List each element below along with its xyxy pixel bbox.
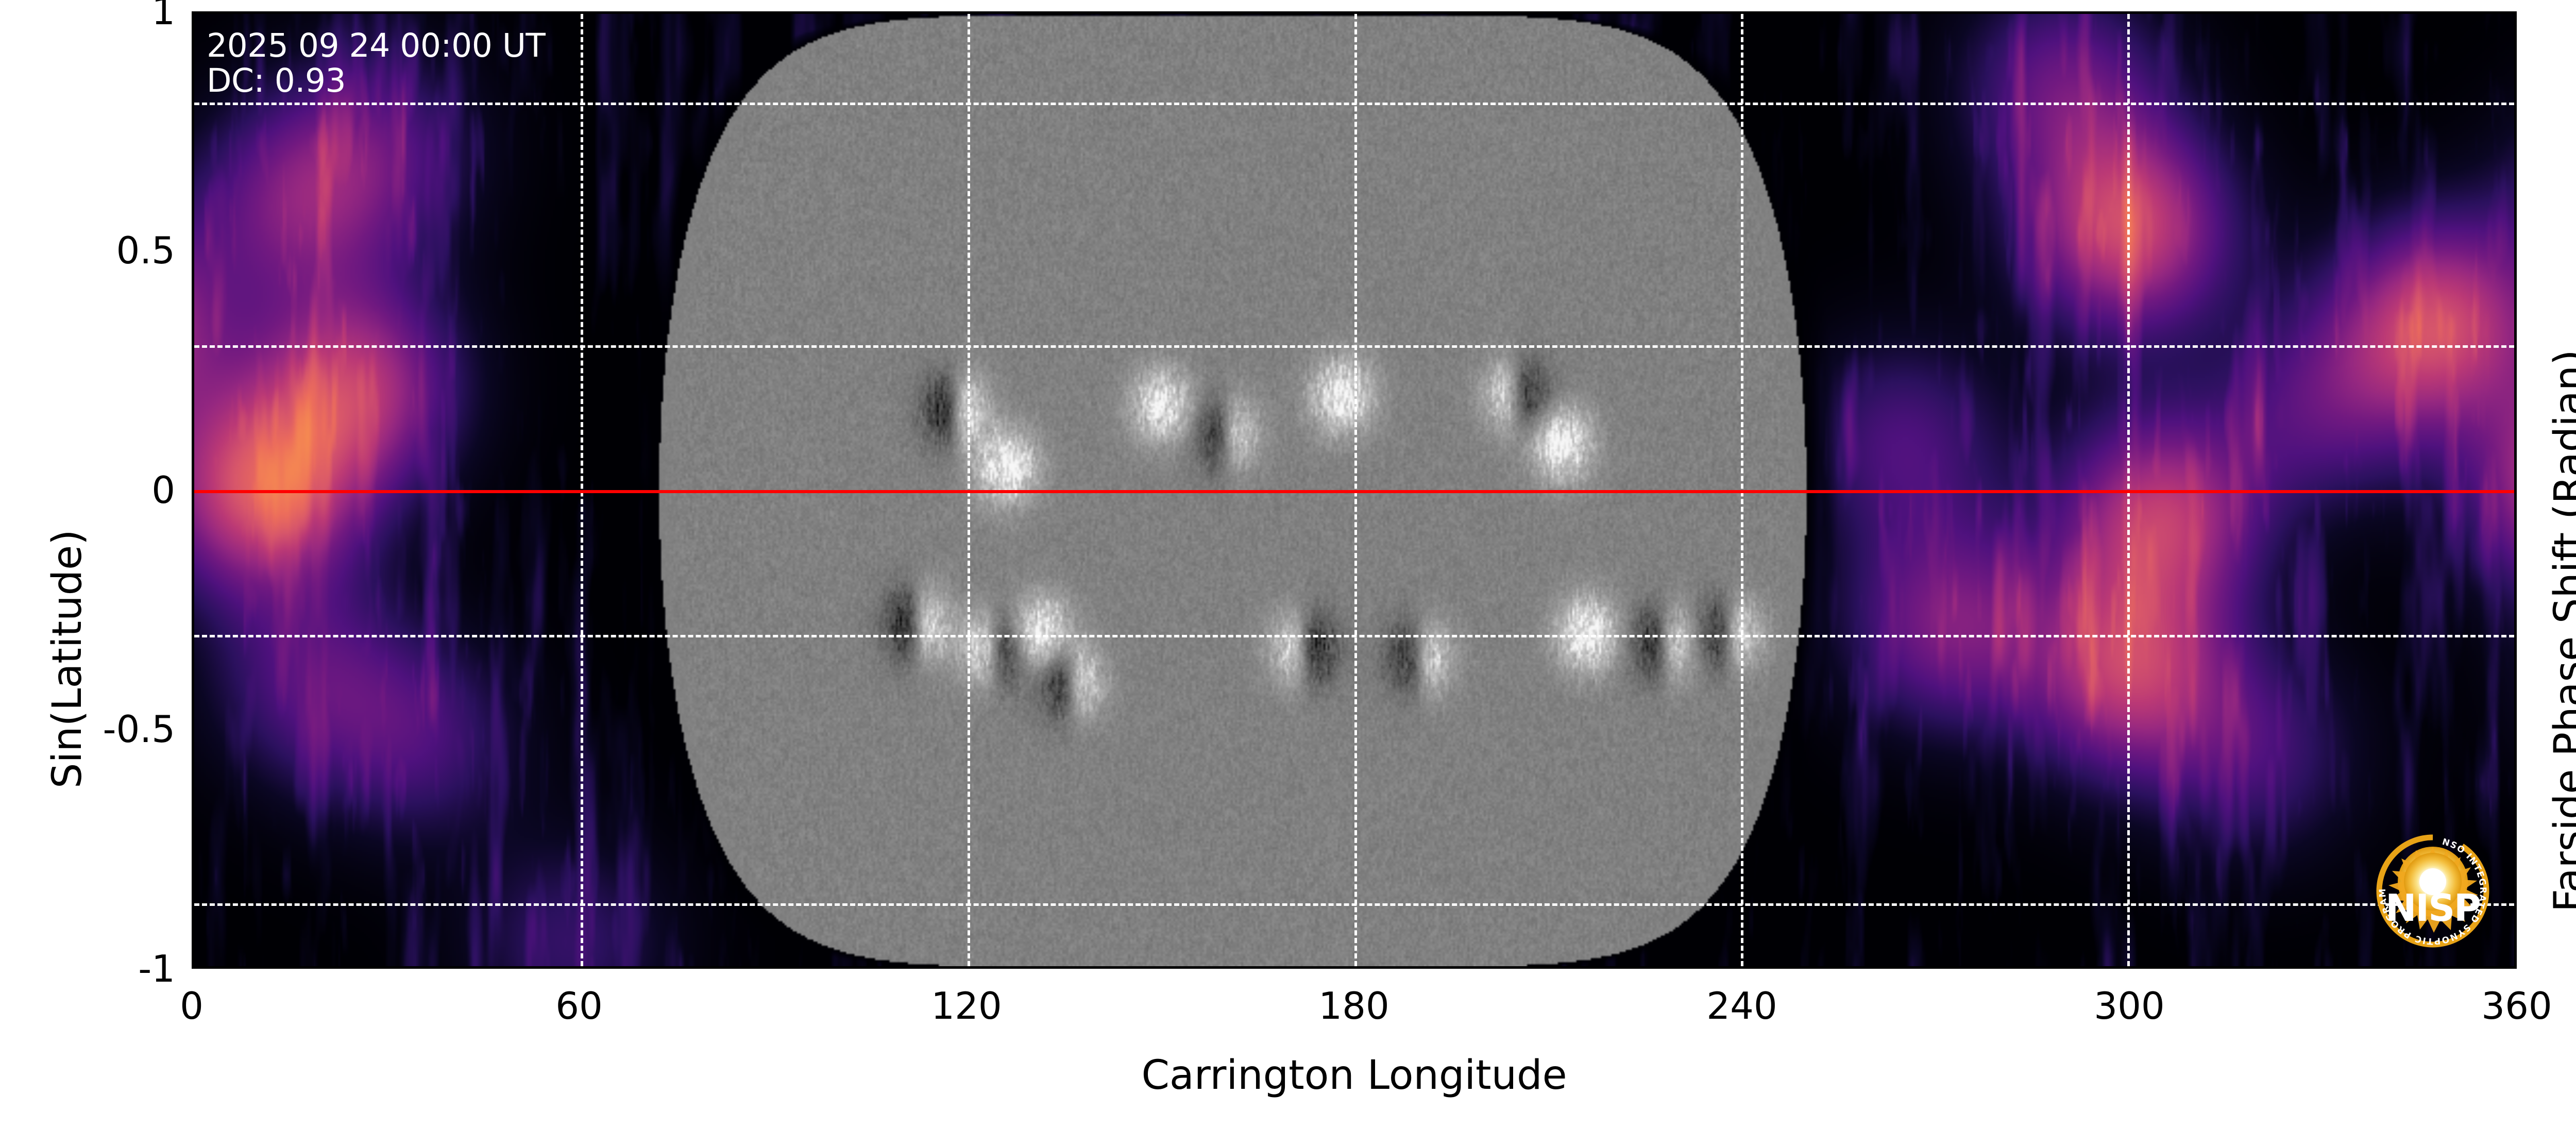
ytick-label: 0 — [151, 468, 175, 512]
observation-timestamp: 2025 09 24 00:00 UT — [207, 27, 546, 64]
ytick-label: 1 — [151, 0, 175, 33]
nisp-logo-icon: NSO INTEGRATED SYNOPTIC PROGRAM NISP — [2376, 834, 2489, 948]
xtick-label: 240 — [1706, 984, 1777, 1028]
xtick-label: 300 — [2094, 984, 2165, 1028]
ytick — [192, 252, 194, 255]
x-axis-title: Carrington Longitude — [1141, 1052, 1567, 1099]
ytick-label: -1 — [138, 947, 175, 990]
axes-clip: 2025 09 24 00:00 UT DC: 0.93 — [194, 14, 2514, 966]
xtick-label: 120 — [931, 984, 1002, 1028]
ytick — [192, 728, 194, 731]
farside-colorbar-title: Farside Phase Shift (Radian) — [2546, 349, 2576, 912]
duty-cycle-label: DC: 0.93 — [207, 62, 346, 100]
ytick — [192, 490, 194, 493]
ytick-label: -0.5 — [103, 708, 175, 751]
nisp-logo: NSO INTEGRATED SYNOPTIC PROGRAM NISP — [2371, 829, 2495, 953]
timestamp-overlay: 2025 09 24 00:00 UT DC: 0.93 — [207, 27, 546, 100]
xtick — [968, 966, 970, 969]
xtick-label: 60 — [555, 984, 603, 1028]
ytick — [192, 966, 194, 969]
xtick-label: 0 — [180, 984, 204, 1028]
xtick — [1354, 966, 1357, 969]
synoptic-map-axes[interactable]: 2025 09 24 00:00 UT DC: 0.93 — [192, 11, 2517, 969]
xtick-label: 360 — [2481, 984, 2552, 1028]
xtick — [581, 966, 583, 969]
xtick — [2514, 966, 2517, 969]
y-axis-title: Sin(Latitude) — [44, 529, 91, 788]
xtick — [1741, 966, 1743, 969]
equator-line — [194, 490, 2514, 493]
xtick-label: 180 — [1318, 984, 1389, 1028]
ytick-label: 0.5 — [116, 229, 175, 272]
nisp-wordmark: NISP — [2385, 886, 2480, 930]
xtick — [194, 966, 197, 969]
ytick — [192, 14, 194, 16]
xtick — [2127, 966, 2130, 969]
